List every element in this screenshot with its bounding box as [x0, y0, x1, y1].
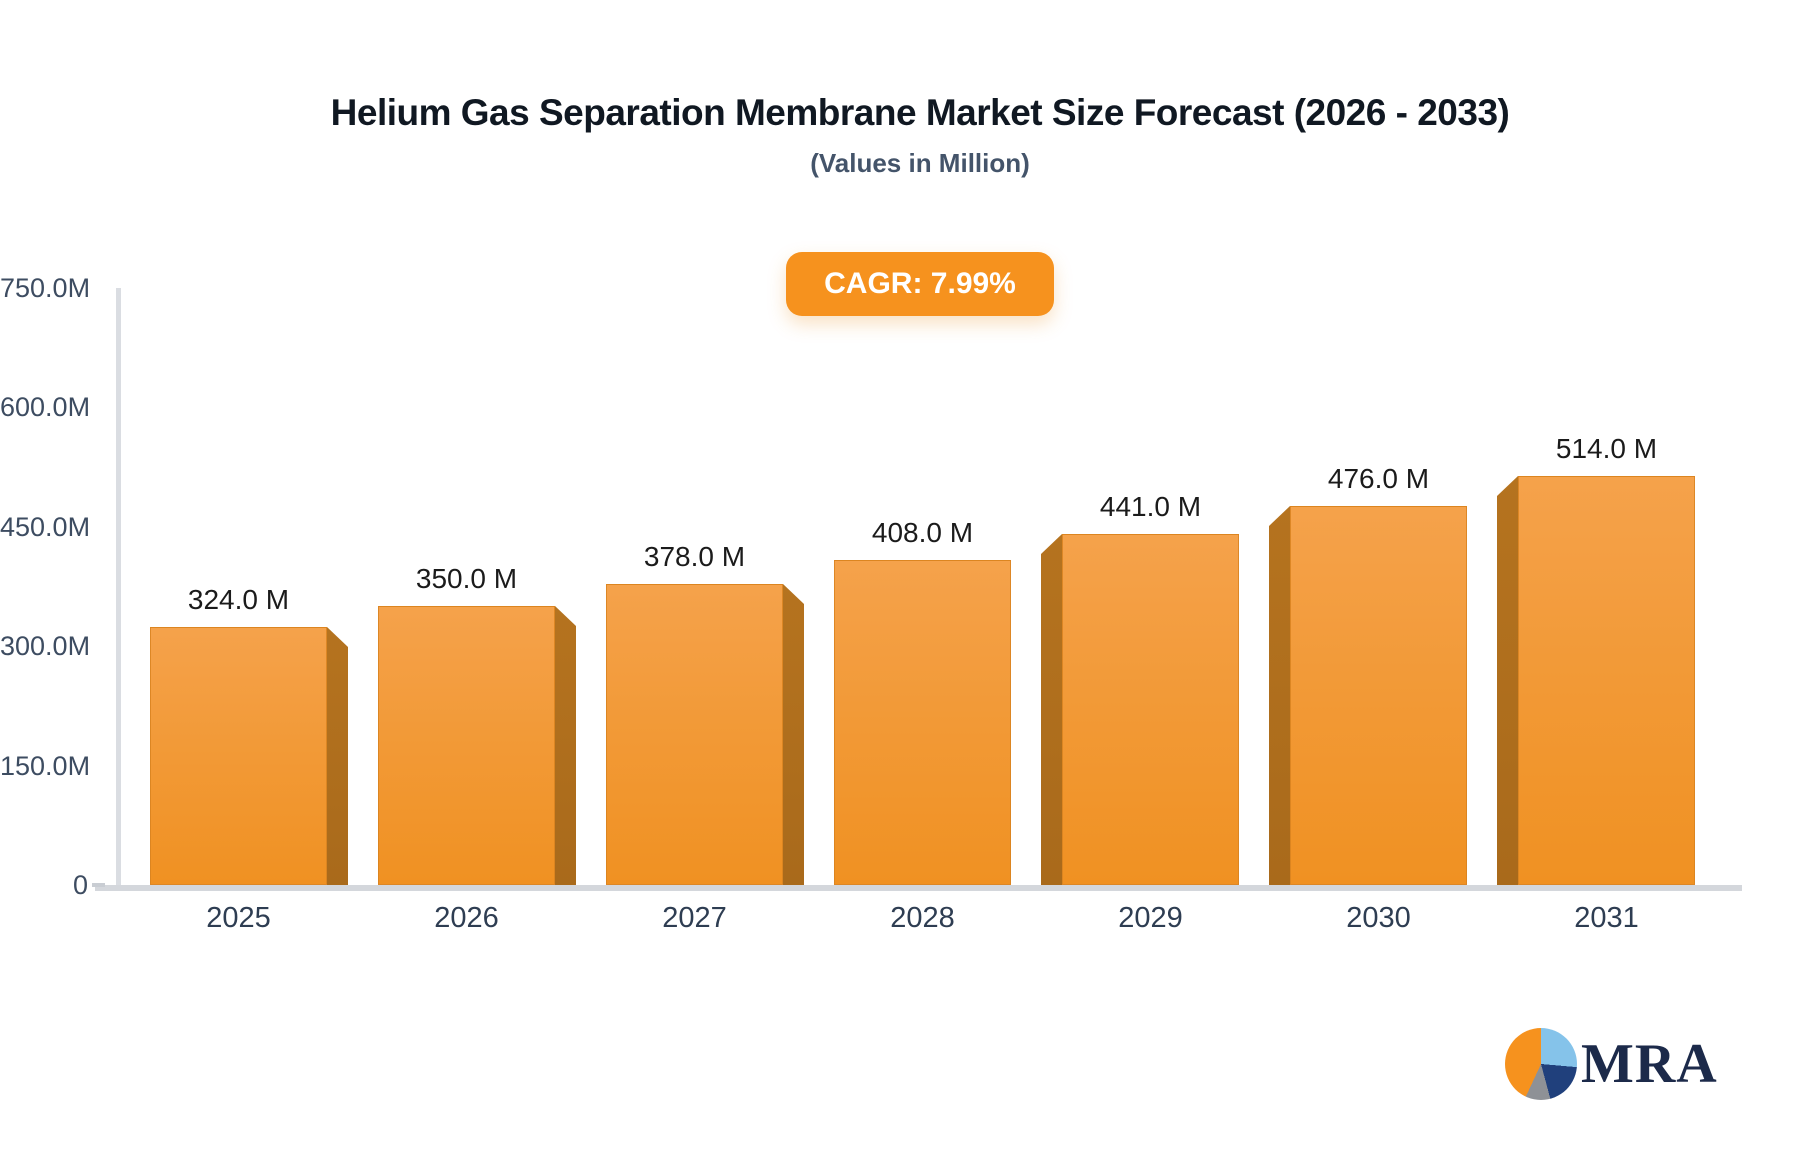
zero-tick-mark	[92, 883, 105, 887]
bar-side-2025	[327, 627, 348, 885]
bar-side-2027	[783, 584, 804, 885]
bar-side-2031	[1497, 476, 1518, 885]
bar-side-2026	[555, 606, 576, 885]
y-axis-label-300: 300.0M	[0, 631, 91, 662]
bar-value-label-2028: 408.0 M	[871, 517, 974, 548]
mra-logo: MRA	[1505, 1028, 1718, 1100]
bar-value-label-2029: 441.0 M	[1099, 491, 1202, 522]
chart-subtitle: (Values in Million)	[810, 148, 1030, 178]
x-axis-label-2028: 2028	[890, 902, 955, 934]
bar-2026	[378, 606, 555, 885]
bar-value-label-2031: 514.0 M	[1555, 433, 1658, 464]
pie-chart-logo-icon	[1505, 1028, 1577, 1100]
bar-value-label-2026: 350.0 M	[415, 563, 518, 594]
bar-side-2030	[1269, 506, 1290, 885]
y-axis-label-600: 600.0M	[0, 392, 91, 423]
x-axis-baseline	[95, 885, 1742, 891]
bar-2028	[834, 560, 1011, 885]
bar-side-2029	[1041, 534, 1062, 885]
cagr-badge-wrap: CAGR: 7.99%	[120, 252, 1720, 316]
y-axis-label-450: 450.0M	[0, 511, 91, 542]
bar-2031	[1518, 476, 1695, 885]
chart-title: Helium Gas Separation Membrane Market Si…	[330, 92, 1510, 133]
x-axis-label-2031: 2031	[1574, 902, 1639, 934]
y-axis-label-0: 0	[72, 870, 88, 900]
bar-2027	[606, 584, 783, 885]
bar-2029	[1062, 534, 1239, 885]
logo-text: MRA	[1581, 1033, 1718, 1095]
bar-value-label-2027: 378.0 M	[643, 541, 746, 572]
x-axis-label-2030: 2030	[1346, 902, 1411, 934]
bar-2025	[150, 627, 327, 885]
x-axis-label-2025: 2025	[206, 902, 271, 934]
x-axis-label-2029: 2029	[1118, 902, 1183, 934]
x-axis-label-2026: 2026	[434, 902, 499, 934]
bar-2030	[1290, 506, 1467, 885]
bar-value-label-2030: 476.0 M	[1327, 463, 1430, 494]
y-axis-label-150: 150.0M	[0, 750, 91, 781]
y-axis-line	[116, 288, 121, 891]
bar-value-label-2025: 324.0 M	[187, 584, 290, 615]
y-axis-label-750: 750.0M	[0, 273, 91, 303]
x-axis-label-2027: 2027	[662, 902, 727, 934]
cagr-badge: CAGR: 7.99%	[786, 252, 1054, 316]
